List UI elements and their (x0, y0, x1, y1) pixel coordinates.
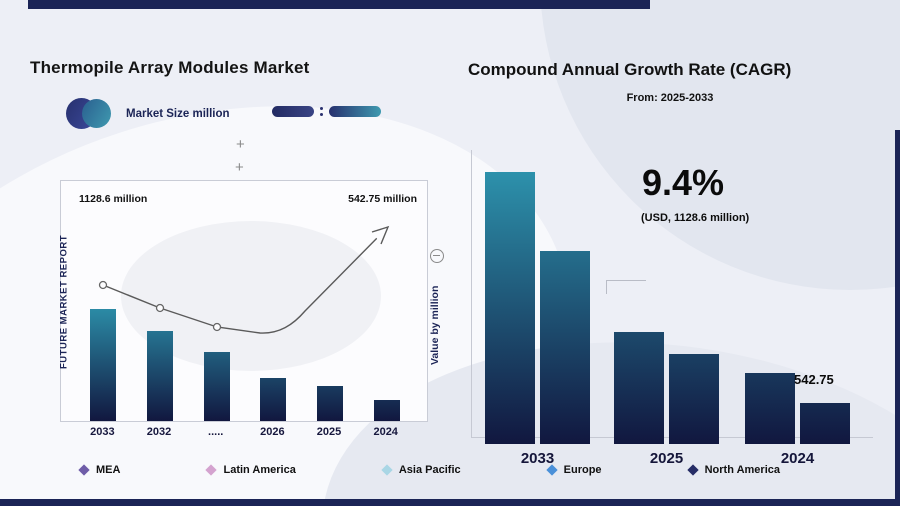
annotation-542: 542.75 (794, 372, 834, 387)
market-size-chart: 1128.6 million 542.75 million FUTURE MAR… (59, 180, 428, 422)
minus-circle-icon (430, 249, 444, 263)
market-bar (373, 400, 400, 421)
legend-label: North America (704, 464, 780, 476)
annotation-2033-value: 1128.6 million (79, 193, 148, 205)
cagr-value: 9.4% (642, 162, 725, 203)
region-legend: MEA Latin America Asia Pacific Europe North … (78, 464, 780, 476)
legend-pills (272, 106, 381, 117)
x-axis-label: 2024 (373, 426, 398, 438)
bar-slot (132, 331, 189, 421)
market-size-icon (66, 98, 112, 129)
market-size-legend: Market Size million (66, 98, 230, 129)
market-bar (90, 309, 117, 421)
cagr-bar (614, 332, 664, 444)
cagr-bar (669, 354, 719, 444)
legend-item: Latin America (205, 464, 296, 476)
market-bar (203, 352, 230, 421)
legend-label: Asia Pacific (398, 464, 461, 476)
legend-diamond-icon (381, 464, 393, 476)
legend-item: MEA (78, 464, 121, 476)
legend-item: North America (686, 464, 780, 476)
x-axis-label: 2033 (520, 450, 555, 467)
cagr-group: 2033 (485, 172, 590, 467)
annotation-2024-value: 542.75 million (348, 193, 417, 205)
cagr-group: 2024 (745, 373, 850, 467)
x-axis-label: 2033 (90, 426, 115, 438)
x-axis-label: 2024 (780, 450, 815, 467)
x-axis-label: 2025 (649, 450, 684, 467)
left-chart-title: Thermopile Array Modules Market (30, 58, 310, 77)
market-size-legend-label: Market Size million (126, 107, 230, 120)
right-chart-title: Compound Annual Growth Rate (CAGR) (468, 60, 792, 79)
cagr-bar (540, 251, 590, 444)
right-axis-vertical (471, 150, 472, 437)
bar-slot (302, 386, 359, 421)
frame-bottom-bar (0, 499, 900, 506)
legend-label: MEA (96, 464, 121, 476)
cagr-group-bars (614, 332, 719, 444)
legend-diamond-icon (78, 464, 90, 476)
plus-decoration: + (236, 136, 245, 153)
legend-label: Europe (563, 464, 602, 476)
cagr-group-bars (485, 172, 590, 444)
frame-top-bar (28, 0, 650, 9)
right-chart-subtitle: From: 2025-2033 (626, 92, 714, 104)
cagr-note: (USD, 1128.6 million) (641, 212, 750, 224)
legend-label: Latin America (223, 464, 296, 476)
value-by-million-label: Value by million (429, 285, 441, 365)
cagr-bar (485, 172, 535, 444)
market-bar (317, 386, 344, 421)
legend-item: Asia Pacific (381, 464, 461, 476)
cagr-bar (745, 373, 795, 444)
legend-diamond-icon (686, 464, 699, 476)
frame-right-bar (895, 130, 900, 506)
x-axis-label: 2032 (146, 426, 172, 438)
legend-pill-gradient (329, 106, 381, 117)
legend-pill-navy (272, 106, 314, 117)
x-axis-label: 2026 (260, 426, 285, 438)
x-axis-label: ..... (208, 426, 224, 438)
decoration-bracket (606, 280, 646, 294)
cagr-bar (800, 403, 850, 444)
legend-diamond-icon (545, 464, 558, 476)
bar-slot (358, 400, 415, 421)
bar-slot (188, 352, 245, 421)
legend-item: Europe (545, 464, 602, 476)
left-bars (75, 251, 415, 421)
market-bar (260, 378, 287, 421)
plus-decoration: + (235, 159, 244, 176)
cagr-group-bars (745, 373, 850, 444)
legend-pill-separator (320, 107, 323, 116)
trend-arrow (98, 225, 390, 334)
legend-diamond-icon (205, 464, 218, 476)
bar-slot (245, 378, 302, 421)
x-axis-label: 2025 (316, 426, 342, 438)
bar-slot (75, 309, 132, 421)
market-bar (147, 331, 173, 421)
cagr-chart: 2033 2025 2024 (472, 150, 872, 467)
cagr-group: 2025 (614, 332, 719, 467)
left-xlabels: 2033 2032..... 2026 2025 2024 (74, 426, 414, 438)
